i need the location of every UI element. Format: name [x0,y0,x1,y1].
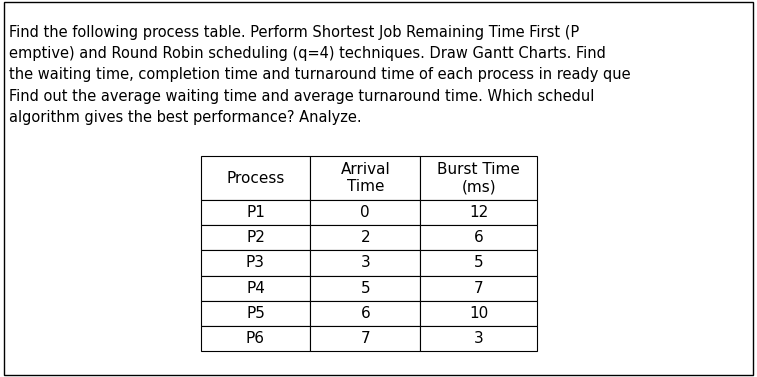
Text: 12: 12 [469,205,488,220]
Bar [420,250,537,276]
Text: 5: 5 [360,281,370,296]
Text: 5: 5 [474,256,484,270]
Text: Find out the average waiting time and average turnaround time. Which schedul: Find out the average waiting time and av… [9,89,594,104]
Text: P4: P4 [246,281,265,296]
Bar [201,326,310,351]
Bar [310,250,420,276]
Text: P5: P5 [246,306,265,321]
Text: algorithm gives the best performance? Analyze.: algorithm gives the best performance? An… [9,110,362,126]
Text: Process: Process [226,171,285,185]
Text: 6: 6 [474,230,484,245]
Text: P2: P2 [246,230,265,245]
Text: 6: 6 [360,306,370,321]
Text: Find the following process table. Perform Shortest Job Remaining Time First (P: Find the following process table. Perfor… [9,25,579,40]
Bar [201,225,310,250]
Text: 10: 10 [469,306,488,321]
Bar [420,225,537,250]
Bar [420,326,537,351]
Text: emptive) and Round Robin scheduling (q=4) techniques. Draw Gantt Charts. Find: emptive) and Round Robin scheduling (q=4… [9,46,606,61]
Bar [420,276,537,301]
Bar [420,301,537,326]
Text: 7: 7 [360,331,370,346]
Text: the waiting time, completion time and turnaround time of each process in ready q: the waiting time, completion time and tu… [9,67,631,83]
Text: 2: 2 [360,230,370,245]
Text: 0: 0 [360,205,370,220]
Text: P3: P3 [246,256,265,270]
Text: 3: 3 [474,331,484,346]
Bar [310,225,420,250]
Bar [201,156,310,200]
Bar [310,276,420,301]
Bar [310,326,420,351]
Text: 3: 3 [360,256,370,270]
Text: P6: P6 [246,331,265,346]
Bar [310,301,420,326]
Bar [201,250,310,276]
Bar [310,200,420,225]
Text: Burst Time
(ms): Burst Time (ms) [438,162,520,194]
Bar [201,276,310,301]
Text: Arrival
Time: Arrival Time [341,162,390,194]
Text: 7: 7 [474,281,484,296]
Bar [201,301,310,326]
Bar [420,156,537,200]
Bar [420,200,537,225]
Bar [310,156,420,200]
Text: P1: P1 [246,205,265,220]
Bar [201,200,310,225]
